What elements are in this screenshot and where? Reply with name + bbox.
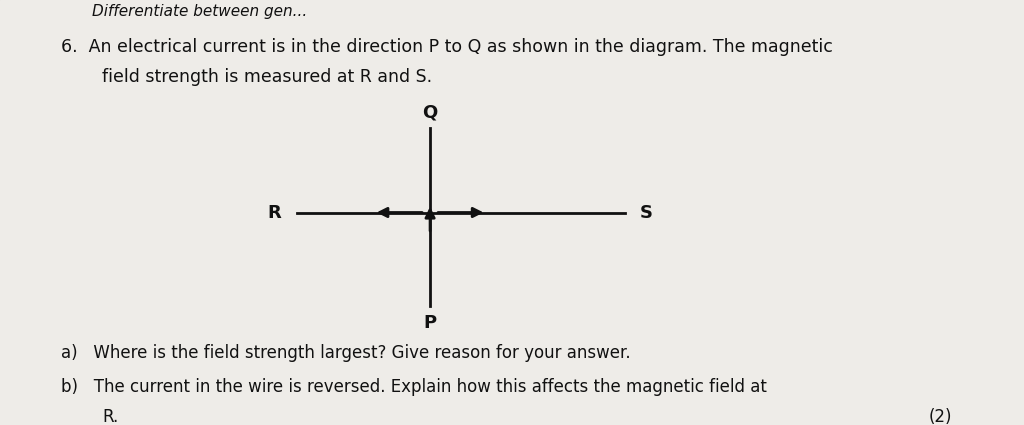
Text: R.: R. [102, 408, 119, 425]
Text: (2): (2) [929, 408, 952, 425]
Text: a)   Where is the field strength largest? Give reason for your answer.: a) Where is the field strength largest? … [61, 344, 631, 362]
Text: R: R [268, 204, 282, 221]
Text: 6.  An electrical current is in the direction P to Q as shown in the diagram. Th: 6. An electrical current is in the direc… [61, 38, 834, 56]
Text: field strength is measured at R and S.: field strength is measured at R and S. [102, 68, 432, 86]
Text: P: P [424, 314, 436, 332]
Text: Differentiate between gen...: Differentiate between gen... [92, 4, 307, 19]
Text: Q: Q [423, 103, 437, 121]
Text: S: S [640, 204, 653, 221]
Text: b)   The current in the wire is reversed. Explain how this affects the magnetic : b) The current in the wire is reversed. … [61, 378, 767, 396]
